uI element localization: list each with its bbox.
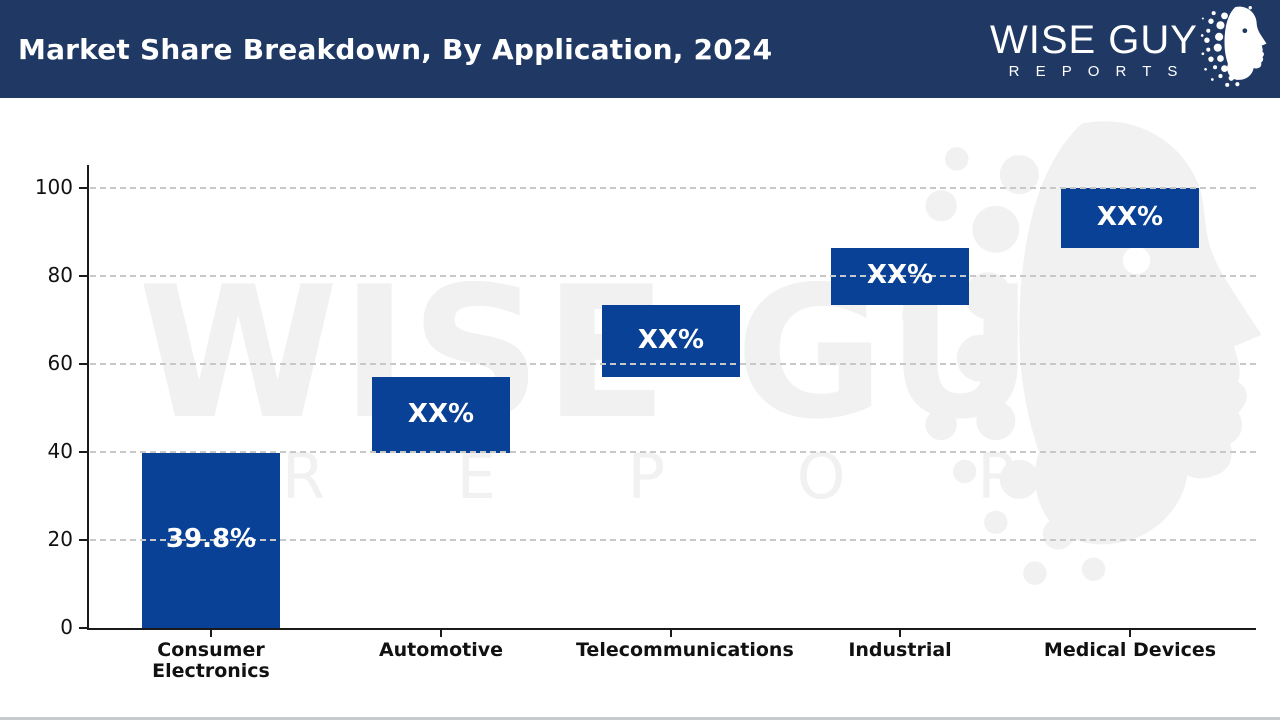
x-axis-line: [87, 628, 1256, 630]
gridline-100: [90, 187, 1256, 189]
y-tick-mark-80: [79, 275, 87, 277]
x-tick-mark-3: [899, 630, 901, 637]
bar-value-label-2: XX%: [637, 325, 705, 356]
y-tick-mark-100: [79, 187, 87, 189]
x-tick-label-3: Industrial: [848, 639, 952, 661]
bottom-strip: [0, 717, 1280, 720]
x-tick-label-1: Automotive: [378, 639, 504, 661]
x-tick-mark-1: [440, 630, 442, 637]
y-tick-label-0: 0: [60, 615, 73, 639]
y-tick-label-20: 20: [47, 527, 73, 551]
x-tick-mark-0: [210, 630, 212, 637]
face-eye-dot: [1242, 28, 1248, 34]
y-tick-label-60: 60: [47, 351, 73, 375]
bar-1: [372, 377, 510, 453]
gridline-80: [90, 275, 1256, 277]
x-tick-label-2: Telecommunications: [576, 639, 794, 661]
y-tick-mark-40: [79, 451, 87, 453]
y-axis-line: [87, 165, 89, 630]
y-tick-label-40: 40: [47, 439, 73, 463]
logo-text: WISE GUY R E P O R T S: [990, 20, 1198, 79]
header-band: Market Share Breakdown, By Application, …: [0, 0, 1280, 98]
x-tick-mark-2: [670, 630, 672, 637]
bar-value-label-1: XX%: [407, 399, 475, 430]
logo-face-icon: [1200, 6, 1267, 87]
y-tick-mark-0: [79, 627, 87, 629]
gridline-20: [90, 539, 1256, 541]
logo-wordmark: WISE GUY: [989, 17, 1198, 62]
bar-value-label-4: XX%: [1096, 201, 1164, 232]
bar-2: [602, 305, 740, 378]
brand-logo: WISE GUY R E P O R T S: [990, 5, 1268, 93]
y-tick-mark-60: [79, 363, 87, 365]
y-tick-mark-20: [79, 539, 87, 541]
bar-value-label-3: XX%: [866, 260, 934, 291]
x-tick-mark-4: [1129, 630, 1131, 637]
x-tick-label-0: Consumer Electronics: [152, 639, 270, 682]
y-tick-label-80: 80: [47, 263, 73, 287]
chart-title: Market Share Breakdown, By Application, …: [18, 32, 773, 66]
logo-subtext: R E P O R T S: [1008, 62, 1184, 80]
gridline-40: [90, 451, 1256, 453]
gridline-60: [90, 363, 1256, 365]
x-tick-label-4: Medical Devices: [1043, 639, 1217, 661]
y-tick-label-100: 100: [34, 175, 73, 199]
bar-4: [1061, 188, 1199, 248]
bar-value-label-0: 39.8%: [165, 524, 257, 555]
